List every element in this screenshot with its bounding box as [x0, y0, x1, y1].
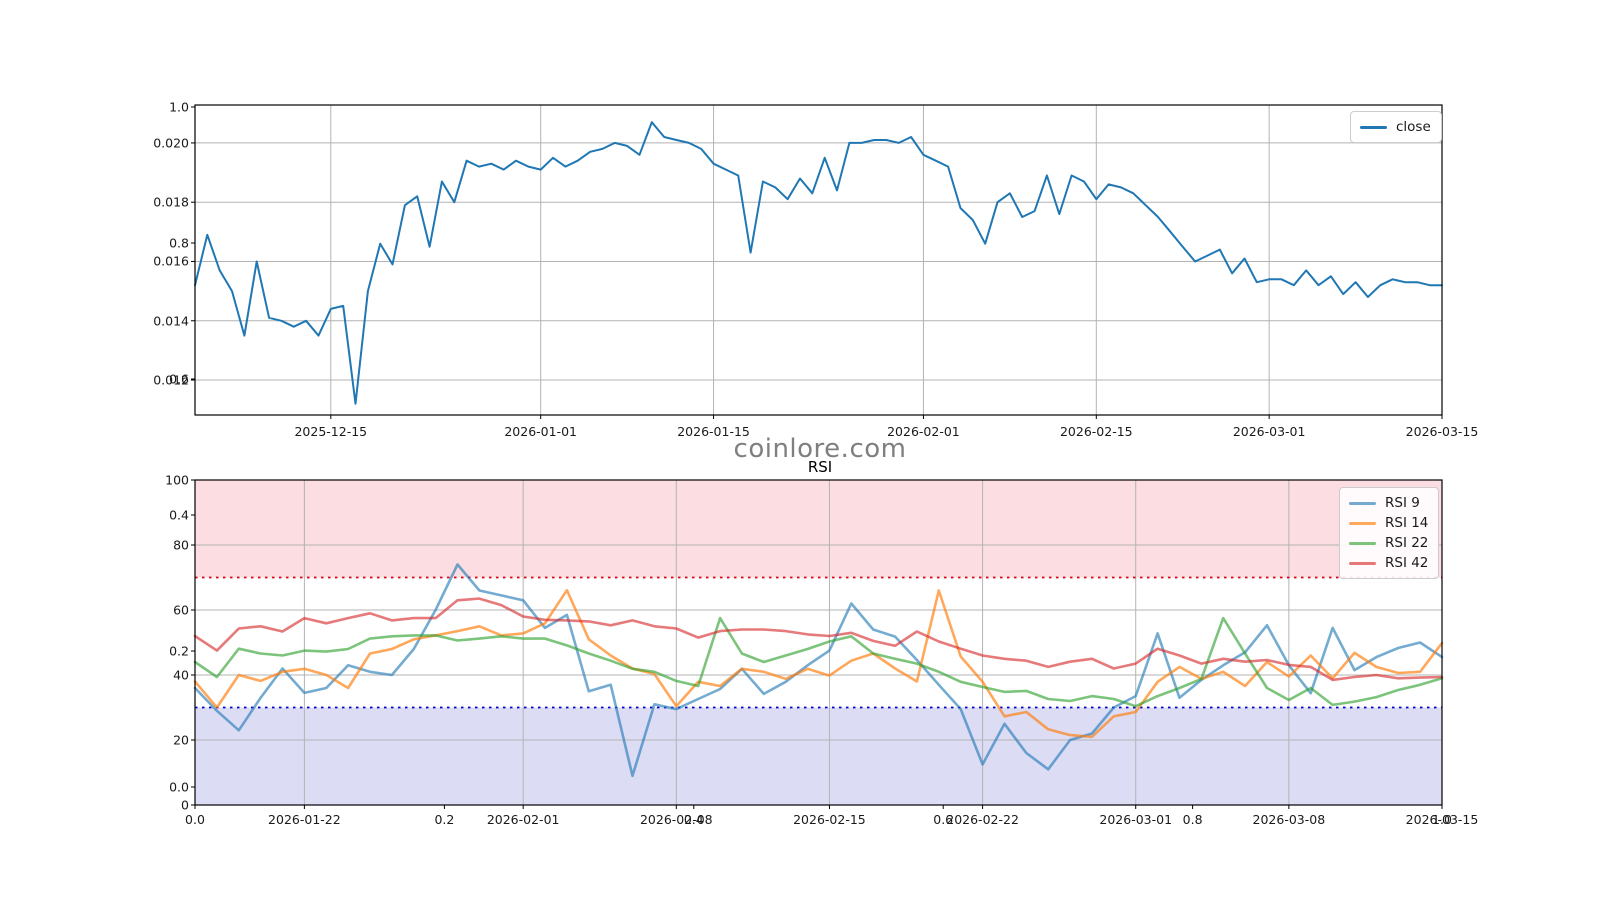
overlay-y-tick-label: 0.0	[169, 779, 189, 795]
legend-close[interactable]: close	[1350, 111, 1442, 143]
overlay-y-tick-label: 0.8	[169, 235, 189, 251]
y-tick-label: 0.020	[153, 135, 189, 151]
legend-row-close: close	[1360, 117, 1431, 137]
x-tick-label: 2026-02-01	[486, 812, 560, 827]
watermark: coinlore.com	[733, 434, 907, 464]
y-tick-label: 0.014	[153, 313, 189, 329]
legend-rsi[interactable]: RSI 9 RSI 14 RSI 22 RSI 42	[1339, 487, 1440, 579]
y-tick-label: 20	[173, 732, 189, 748]
series-line-rsi14	[193, 588, 1444, 739]
legend-label-rsi9: RSI 9	[1385, 495, 1420, 511]
y-tick-label: 0.016	[153, 253, 189, 269]
legend-label-close: close	[1396, 119, 1431, 135]
overlay-y-tick-label: 1.0	[169, 99, 189, 115]
overlay-x-tick-label: 0.4	[683, 812, 704, 827]
y-tick-label: 60	[173, 602, 189, 618]
legend-label-rsi14: RSI 14	[1385, 515, 1429, 531]
y-tick-label: 0.018	[153, 194, 189, 210]
x-tick-label: 2026-02-15	[1059, 424, 1133, 439]
overlay-y-tick-label: 0.2	[169, 643, 189, 659]
series-line-rsi22	[193, 616, 1444, 708]
y-tick-label: 0.012	[153, 372, 189, 388]
overlay-x-tick-label: 1.0	[1432, 812, 1452, 827]
x-tick-label: 2025-12-15	[294, 424, 368, 439]
legend-row-rsi9: RSI 9	[1349, 493, 1428, 513]
legend-row-rsi14: RSI 14	[1349, 513, 1428, 533]
x-tick-label: 2026-01-01	[504, 424, 578, 439]
series-line-rsi42	[193, 597, 1444, 682]
x-tick-label: 2026-02-15	[793, 812, 866, 827]
rsi42-line-swatch	[1349, 561, 1376, 565]
x-tick-label: 2026-03-15	[1405, 424, 1479, 439]
overlay-y-tick-label: 0.6	[169, 371, 189, 387]
x-tick-label: 2026-03-08	[1252, 812, 1326, 827]
legend-label-rsi22: RSI 22	[1385, 535, 1429, 551]
x-tick-label: 2026-01-15	[677, 424, 750, 439]
legend-row-rsi42: RSI 42	[1349, 553, 1428, 573]
rsi9-line-swatch	[1349, 501, 1376, 505]
x-tick-label: 2026-02-01	[887, 424, 960, 439]
y-tick-label: 100	[165, 472, 189, 488]
x-tick-label: 2026-02-22	[946, 812, 1019, 827]
y-tick-label: 80	[173, 537, 189, 553]
overlay-x-tick-label: 0.6	[933, 812, 954, 827]
overlay-x-tick-label: 0.0	[185, 812, 205, 827]
x-tick-label: 2026-03-01	[1232, 424, 1306, 439]
y-tick-label: 0	[181, 797, 189, 813]
rsi14-line-swatch	[1349, 521, 1376, 525]
overlay-x-tick-label: 0.8	[1182, 812, 1203, 827]
legend-label-rsi42: RSI 42	[1385, 555, 1429, 571]
x-tick-label: 2026-03-01	[1099, 812, 1173, 827]
series-line-rsi9	[193, 563, 1444, 778]
close-line-swatch	[1360, 125, 1387, 129]
x-tick-label: 2026-01-22	[268, 812, 341, 827]
y-tick-label: 40	[173, 667, 189, 683]
x-tick-label: 2026-02-08	[639, 812, 713, 827]
x-tick-label: 2026-03-15	[1405, 812, 1479, 827]
series-line-close	[194, 121, 1443, 405]
overlay-y-tick-label: 0.4	[169, 507, 189, 523]
legend-row-rsi22: RSI 22	[1349, 533, 1428, 553]
overlay-x-tick-label: 0.2	[434, 812, 455, 827]
rsi22-line-swatch	[1349, 541, 1376, 545]
rsi-pane-title: RSI	[807, 458, 833, 476]
